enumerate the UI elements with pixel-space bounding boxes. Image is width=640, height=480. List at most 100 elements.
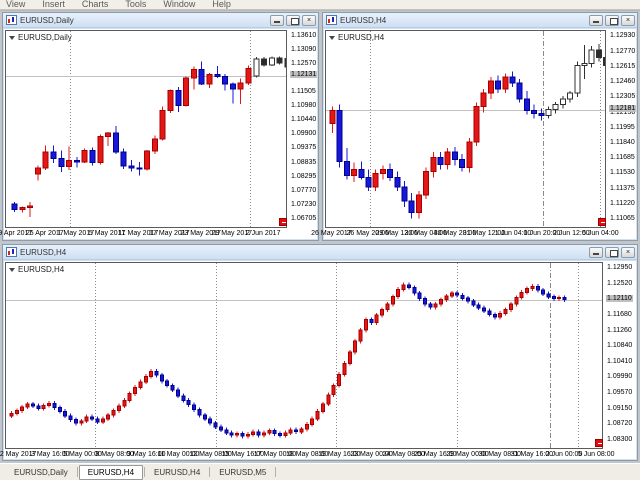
- menu-item-charts[interactable]: Charts: [81, 0, 109, 9]
- red-marker-icon: [598, 218, 606, 226]
- time-tick-label: 19 Apr 2017: [0, 230, 33, 237]
- time-tick-label: 25 Apr 2017: [25, 230, 64, 237]
- price-tick-label: 1.08720: [607, 420, 633, 428]
- price-tick-label: 1.12305: [610, 93, 636, 101]
- restore-button-icon[interactable]: [605, 246, 619, 258]
- price-tick-label: 1.12460: [610, 78, 636, 86]
- time-tick-label: 23 May 2017: [180, 230, 221, 237]
- chevron-down-icon: [9, 267, 15, 272]
- tab-separator: [76, 467, 78, 477]
- price-tick-label: 1.11995: [610, 123, 635, 131]
- close-button-icon[interactable]: ×: [621, 14, 635, 26]
- minimize-button-icon[interactable]: [589, 14, 603, 26]
- candlestick-canvas-h4-bottom[interactable]: EURUSD,H4: [5, 262, 603, 449]
- mdi-area: EURUSD,Daily × EURUSD,Daily 1.13610 1.130…: [0, 11, 640, 463]
- minimize-button-icon[interactable]: [589, 246, 603, 258]
- price-tick-label: 1.11065: [610, 215, 635, 222]
- window-titlebar[interactable]: EURUSD,H4 ×: [3, 245, 637, 260]
- candlestick-canvas-daily[interactable]: EURUSD,Daily: [5, 30, 287, 228]
- price-tick-label: 1.11375: [610, 184, 635, 192]
- time-tick-label: 26 May 20:00: [346, 230, 389, 237]
- minimize-button-icon[interactable]: [270, 14, 284, 26]
- price-tick-label: 1.08295: [291, 172, 317, 180]
- price-tick-label: 1.11505: [291, 87, 316, 95]
- tab-eurusd-h4[interactable]: EURUSD,H4: [154, 467, 201, 477]
- red-marker-icon: [279, 218, 287, 226]
- price-tick-label: 1.12930: [610, 32, 636, 39]
- price-tick-label: 1.13090: [291, 45, 317, 53]
- chart-symbol-label[interactable]: EURUSD,H4: [9, 265, 64, 274]
- window-titlebar[interactable]: EURUSD,Daily ×: [3, 13, 318, 28]
- close-button-icon[interactable]: ×: [621, 246, 635, 258]
- price-tick-label: 1.12615: [610, 62, 636, 70]
- price-tick-label: 1.07770: [291, 186, 317, 194]
- price-tick-label: 1.11680: [607, 310, 632, 318]
- time-tick-label: 19 May 16:00: [318, 451, 361, 458]
- chart-tab-bar: EURUSD,Daily EURUSD,H4 EURUSD,H4 EURUSD,…: [0, 463, 640, 480]
- time-tick-label: 18 May 08:00: [285, 451, 329, 458]
- close-button-icon[interactable]: ×: [302, 14, 316, 26]
- price-tick-label: 1.10440: [291, 116, 317, 123]
- price-tick-label: 1.12950: [607, 264, 633, 271]
- time-tick-label: 5 May 00:00: [63, 451, 102, 458]
- time-tick-label: 30 May 04:00: [404, 230, 447, 237]
- window-titlebar[interactable]: EURUSD,H4 ×: [323, 13, 637, 28]
- time-tick-label: 1 May 2017: [57, 230, 95, 237]
- chart-window-icon: [326, 15, 337, 25]
- time-tick-label: 5 May 2017: [88, 230, 126, 237]
- chart-client-area: EURUSD,H4 1.12930 1.12770 1.12615 1.12460 1.…: [311, 29, 638, 240]
- time-tick-label: 8 May 08:00: [95, 451, 134, 458]
- price-tick-label: 1.09990: [607, 373, 633, 381]
- chart-symbol-label[interactable]: EURUSD,H4: [329, 33, 384, 42]
- tab-separator: [275, 467, 277, 477]
- tab-eurusd-m5[interactable]: EURUSD,M5: [219, 467, 267, 477]
- time-tick-label: 30 May 08:00: [478, 451, 521, 458]
- menu-item-window[interactable]: Window: [163, 0, 196, 9]
- price-tick-label: 1.10410: [607, 357, 633, 365]
- time-axis: 26 May 2017 26 May 20:00 29 May 12:00 30 Ma…: [311, 228, 618, 240]
- chart-symbol-label[interactable]: EURUSD,Daily: [9, 33, 72, 42]
- hline-price-label: 1.12181: [609, 105, 637, 113]
- menu-item-view[interactable]: View: [6, 0, 26, 9]
- menu-item-tools[interactable]: Tools: [125, 0, 147, 9]
- chart-window-h4-bottom: EURUSD,H4 × EURUSD,H4 1.12950 1.12520 1.12…: [0, 244, 638, 461]
- symbol-label-text: EURUSD,H4: [18, 265, 65, 274]
- price-tick-label: 1.09900: [291, 130, 317, 138]
- price-tick-label: 1.11260: [607, 326, 632, 334]
- price-tick-label: 1.11685: [610, 154, 635, 162]
- symbol-label-text: EURUSD,H4: [338, 33, 385, 42]
- price-tick-label: 1.11530: [610, 169, 635, 177]
- price-axis: 1.12930 1.12770 1.12615 1.12460 1.12305 1.121…: [607, 30, 638, 228]
- time-tick-label: 17 May 2017: [149, 230, 190, 237]
- menu-item-insert[interactable]: Insert: [42, 0, 65, 9]
- tab-separator: [209, 467, 211, 477]
- time-tick-label: 12 May 08:00: [189, 451, 232, 458]
- time-tick-label: 23 May 00:00: [350, 451, 393, 458]
- menu-item-help[interactable]: Help: [212, 0, 231, 9]
- time-tick-label: 30 May 20:00: [433, 230, 477, 237]
- symbol-label-text: EURUSD,Daily: [18, 33, 72, 42]
- chart-window-h4-top: EURUSD,H4 × EURUSD,H4 1.12930 1.12770 1.12…: [311, 12, 638, 241]
- restore-button-icon[interactable]: [605, 14, 619, 26]
- price-axis: 1.136101.130901.125701.120501.115051.109…: [288, 30, 319, 228]
- time-tick-label: 5 Jun 04:00: [582, 230, 619, 237]
- chart-window-daily: EURUSD,Daily × EURUSD,Daily 1.13610 1.130…: [0, 12, 319, 241]
- tab-eurusd-h4-active[interactable]: EURUSD,H4: [78, 464, 144, 480]
- time-tick-label: 1 Jun 20:00: [523, 230, 561, 237]
- time-tick-label: 15 May 16:00: [221, 451, 265, 458]
- tab-eurusd-daily[interactable]: EURUSD,Daily: [14, 467, 68, 477]
- chevron-down-icon: [329, 35, 335, 40]
- window-title: EURUSD,Daily: [20, 15, 74, 25]
- price-tick-label: 1.12520: [607, 279, 633, 287]
- time-tick-label: 9 May 16:00: [126, 451, 166, 458]
- red-marker-icon: [595, 439, 603, 447]
- price-tick-label: 1.12570: [291, 59, 317, 67]
- price-tick-label: 1.06705: [291, 215, 317, 222]
- time-tick-label: 31 May 16:00: [510, 451, 554, 458]
- price-tick-label: 1.09150: [607, 404, 633, 412]
- time-tick-label: 5 Jun 08:00: [577, 451, 615, 458]
- restore-button-icon[interactable]: [286, 14, 300, 26]
- time-tick-label: 3 May 16:00: [31, 451, 70, 458]
- candlestick-canvas-h4[interactable]: EURUSD,H4: [325, 30, 606, 228]
